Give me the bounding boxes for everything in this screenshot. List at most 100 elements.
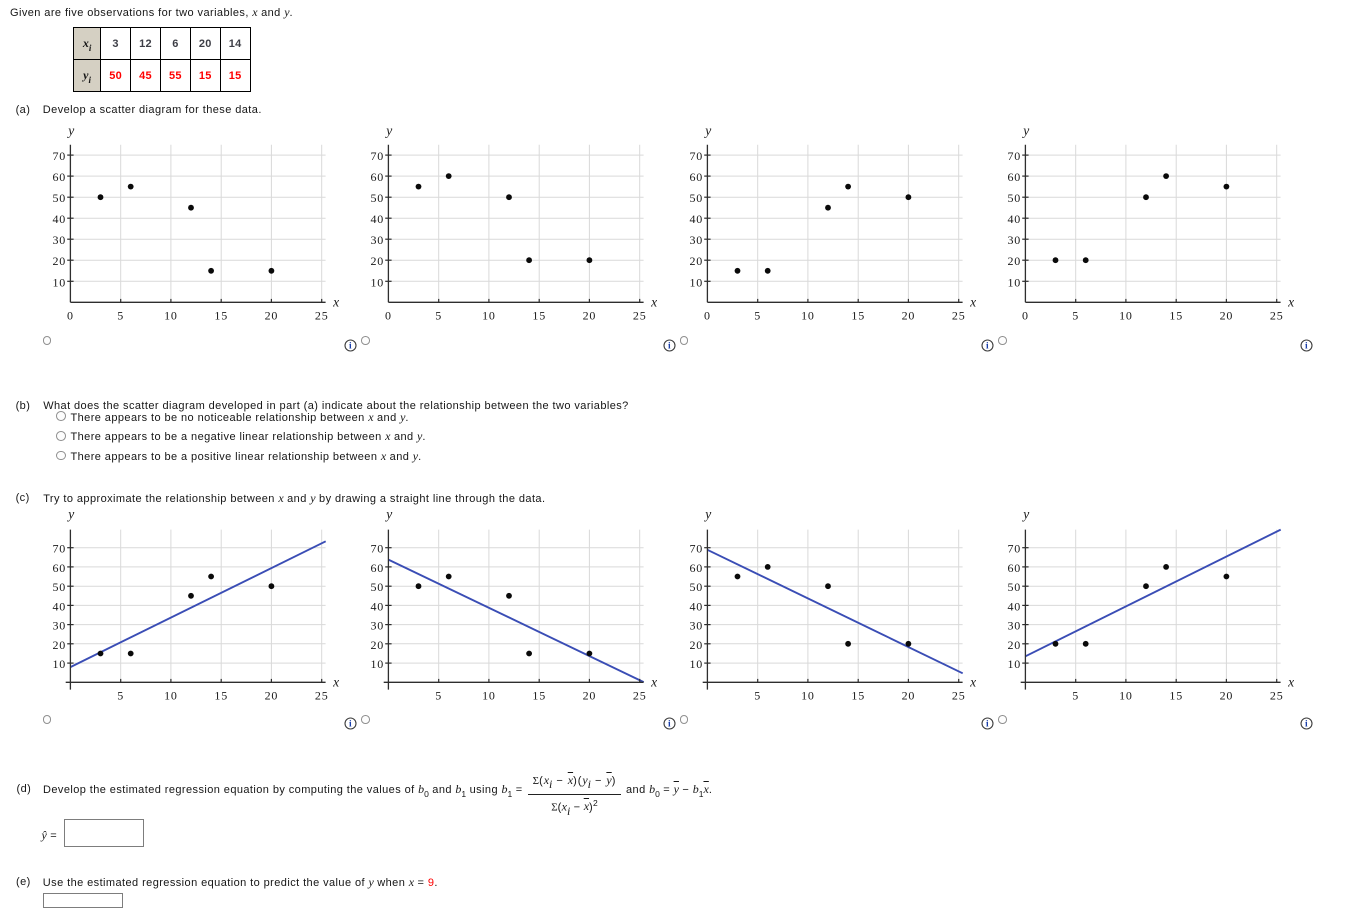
svg-text:10: 10: [52, 275, 66, 289]
svg-text:20: 20: [52, 638, 66, 652]
svg-text:30: 30: [371, 233, 385, 247]
svg-text:x: x: [969, 675, 976, 690]
svg-text:25: 25: [315, 309, 329, 323]
svg-text:10: 10: [1008, 657, 1022, 671]
svg-text:5: 5: [754, 689, 761, 703]
svg-text:30: 30: [689, 233, 703, 247]
svg-text:20: 20: [901, 689, 915, 703]
svg-text:0: 0: [704, 309, 711, 323]
svg-text:30: 30: [689, 619, 703, 633]
svg-text:50: 50: [371, 580, 385, 594]
svg-text:70: 70: [1008, 542, 1022, 556]
svg-text:5: 5: [436, 309, 443, 323]
svg-text:x: x: [1287, 295, 1294, 310]
svg-text:0: 0: [67, 309, 74, 323]
svg-text:20: 20: [1220, 309, 1234, 323]
svg-text:x: x: [650, 675, 657, 690]
svg-text:10: 10: [1119, 689, 1133, 703]
svg-text:25: 25: [315, 689, 329, 703]
svg-text:60: 60: [1008, 170, 1022, 184]
svg-text:20: 20: [371, 638, 385, 652]
svg-text:50: 50: [1008, 580, 1022, 594]
svg-text:15: 15: [533, 689, 547, 703]
svg-text:40: 40: [1008, 599, 1022, 613]
svg-text:10: 10: [1119, 309, 1133, 323]
svg-text:60: 60: [371, 170, 385, 184]
svg-text:y: y: [703, 124, 711, 138]
svg-text:60: 60: [52, 170, 66, 184]
svg-text:5: 5: [117, 689, 124, 703]
svg-text:25: 25: [952, 309, 966, 323]
svg-text:y: y: [703, 508, 711, 522]
svg-text:15: 15: [1170, 309, 1184, 323]
svg-text:70: 70: [52, 149, 66, 163]
svg-text:40: 40: [52, 599, 66, 613]
svg-text:10: 10: [482, 689, 496, 703]
svg-text:20: 20: [1008, 254, 1022, 268]
svg-text:i: i: [1305, 341, 1308, 351]
svg-text:y: y: [66, 508, 74, 522]
svg-text:x: x: [1287, 675, 1294, 690]
svg-text:10: 10: [371, 275, 385, 289]
svg-text:10: 10: [801, 689, 815, 703]
svg-text:10: 10: [689, 275, 703, 289]
svg-text:20: 20: [52, 254, 66, 268]
svg-text:70: 70: [371, 149, 385, 163]
svg-text:x: x: [332, 675, 339, 690]
svg-text:i: i: [668, 341, 671, 351]
svg-text:10: 10: [801, 309, 815, 323]
svg-text:15: 15: [214, 689, 228, 703]
svg-text:40: 40: [689, 212, 703, 226]
svg-text:15: 15: [1170, 689, 1184, 703]
svg-text:x: x: [332, 295, 339, 310]
svg-text:70: 70: [371, 542, 385, 556]
svg-text:10: 10: [689, 657, 703, 671]
svg-text:25: 25: [1270, 689, 1284, 703]
svg-text:25: 25: [633, 689, 647, 703]
svg-text:0: 0: [385, 309, 392, 323]
svg-text:10: 10: [482, 309, 496, 323]
svg-text:60: 60: [52, 561, 66, 575]
svg-text:20: 20: [583, 689, 597, 703]
svg-text:60: 60: [1008, 561, 1022, 575]
svg-text:10: 10: [1008, 275, 1022, 289]
svg-text:20: 20: [689, 254, 703, 268]
svg-text:10: 10: [371, 657, 385, 671]
svg-text:20: 20: [1008, 638, 1022, 652]
svg-text:y: y: [385, 124, 393, 138]
svg-text:30: 30: [1008, 233, 1022, 247]
svg-text:5: 5: [1073, 689, 1080, 703]
svg-text:30: 30: [52, 619, 66, 633]
svg-text:20: 20: [265, 309, 279, 323]
svg-text:x: x: [969, 295, 976, 310]
svg-text:60: 60: [371, 561, 385, 575]
svg-text:i: i: [986, 720, 989, 730]
svg-text:40: 40: [1008, 212, 1022, 226]
svg-text:15: 15: [214, 309, 228, 323]
svg-text:i: i: [349, 720, 352, 730]
svg-text:60: 60: [689, 170, 703, 184]
svg-text:5: 5: [1073, 309, 1080, 323]
svg-text:10: 10: [164, 689, 178, 703]
svg-text:x: x: [650, 295, 657, 310]
svg-text:50: 50: [689, 191, 703, 205]
svg-text:5: 5: [754, 309, 761, 323]
svg-text:40: 40: [371, 212, 385, 226]
svg-text:20: 20: [689, 638, 703, 652]
svg-text:15: 15: [533, 309, 547, 323]
svg-text:i: i: [986, 341, 989, 351]
svg-text:20: 20: [583, 309, 597, 323]
svg-text:20: 20: [371, 254, 385, 268]
svg-text:50: 50: [371, 191, 385, 205]
svg-text:70: 70: [689, 542, 703, 556]
svg-text:70: 70: [1008, 149, 1022, 163]
svg-text:70: 70: [689, 149, 703, 163]
svg-text:20: 20: [265, 689, 279, 703]
svg-text:i: i: [349, 341, 352, 351]
svg-text:10: 10: [52, 657, 66, 671]
svg-text:25: 25: [952, 689, 966, 703]
svg-text:10: 10: [164, 309, 178, 323]
svg-text:i: i: [1305, 720, 1308, 730]
svg-text:30: 30: [371, 619, 385, 633]
svg-text:y: y: [385, 508, 393, 522]
